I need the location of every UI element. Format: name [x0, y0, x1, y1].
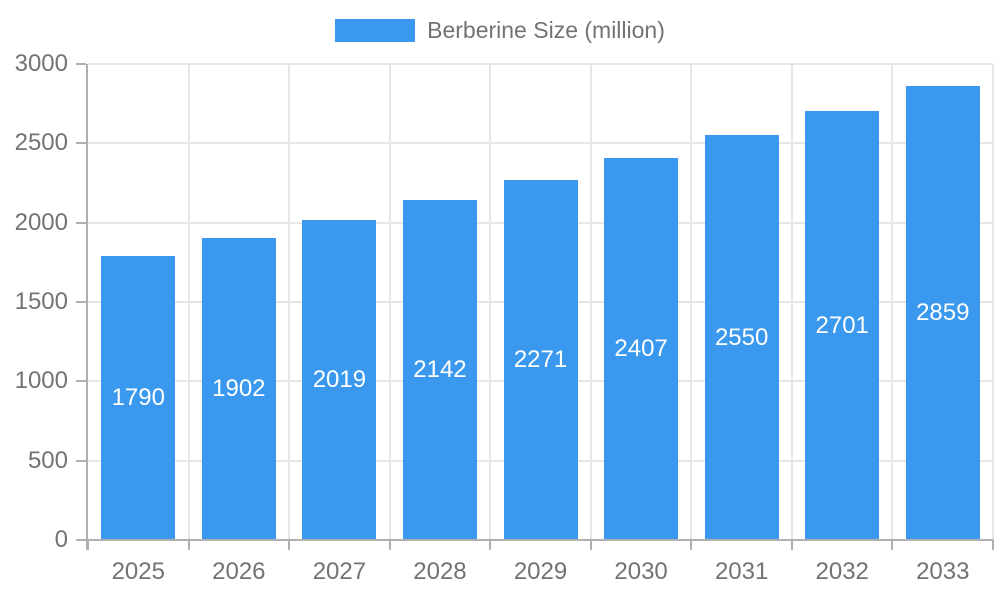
bar-value-label: 2550	[714, 323, 769, 351]
x-tick-label: 2025	[111, 558, 165, 585]
y-tick-label: 3000	[14, 50, 68, 77]
y-tick-label: 0	[54, 526, 68, 553]
bar-slot: 2859	[893, 64, 994, 540]
x-tick-label: 2030	[614, 558, 668, 585]
x-tick-label: 2028	[413, 558, 467, 585]
bar-value-label: 2859	[916, 299, 970, 327]
bar-value-label: 1902	[212, 375, 266, 403]
legend-swatch-icon	[335, 19, 416, 42]
v-gridline	[690, 64, 693, 540]
bar[interactable]: 1790	[101, 256, 176, 540]
plot-area: 1790 1902 2019 2142 2271 2407 2550 2701 2859	[76, 63, 994, 550]
v-gridline	[187, 64, 190, 540]
x-tick-mark	[187, 540, 190, 550]
x-tick-mark	[790, 540, 793, 550]
bar[interactable]: 2701	[805, 111, 880, 540]
h-gridline	[88, 63, 993, 65]
v-gridline	[489, 64, 492, 540]
bar[interactable]: 2271	[503, 179, 578, 540]
x-tick-mark	[992, 540, 994, 550]
x-tick-mark	[891, 540, 894, 550]
v-gridline	[891, 64, 894, 540]
y-tick-mark	[76, 142, 86, 145]
x-axis-line	[86, 539, 993, 541]
x-tick-label: 2031	[714, 558, 769, 585]
bar-slot: 1902	[189, 64, 290, 540]
x-tick-mark	[690, 540, 693, 550]
x-tick-mark	[489, 540, 492, 550]
bar-value-label: 2407	[614, 335, 668, 363]
x-tick-mark	[87, 540, 89, 550]
y-tick-label: 1500	[14, 288, 68, 315]
y-tick-label: 1000	[14, 367, 68, 395]
y-axis-line	[86, 64, 88, 550]
v-gridline	[288, 64, 291, 540]
y-tick-mark	[76, 221, 86, 224]
bar-value-label: 1790	[111, 384, 165, 411]
bar-slot: 2271	[490, 64, 591, 540]
x-tick-label: 2032	[815, 558, 869, 585]
x-tick-label: 2029	[513, 558, 568, 585]
bars: 1790 1902 2019 2142 2271 2407 2550 2701 2859	[88, 64, 993, 540]
x-tick-label: 2027	[312, 558, 367, 585]
y-tick-mark	[76, 63, 86, 65]
bar-value-label: 2701	[815, 311, 869, 339]
bar-slot: 2550	[691, 64, 792, 540]
bar-value-label: 2271	[513, 345, 568, 373]
bar[interactable]: 2859	[905, 86, 980, 540]
h-gridline	[88, 142, 993, 145]
y-tick-mark	[76, 301, 86, 303]
bar-slot: 2407	[591, 64, 692, 540]
chart-legend[interactable]: Berberine Size (million)	[0, 17, 1000, 44]
bar-slot: 2142	[390, 64, 491, 540]
y-tick-label: 500	[27, 446, 68, 474]
y-tick-label: 2000	[14, 208, 68, 236]
v-gridline	[790, 64, 793, 540]
v-gridline	[992, 64, 994, 540]
x-tick-mark	[388, 540, 391, 550]
x-axis: 2025 2026 2027 2028 2029 2030 2031 2032 2033	[88, 558, 993, 586]
y-tick-mark	[76, 380, 86, 383]
bar[interactable]: 2142	[402, 200, 477, 540]
bar[interactable]: 1902	[201, 238, 276, 540]
y-tick-mark	[76, 459, 86, 462]
bar-slot: 2701	[792, 64, 893, 540]
legend-label: Berberine Size (million)	[427, 17, 665, 43]
x-tick-label: 2033	[916, 558, 970, 585]
x-tick-label: 2026	[212, 558, 266, 585]
y-tick-mark	[76, 539, 86, 541]
y-tick-label: 2500	[14, 129, 68, 157]
bar-value-label: 2019	[312, 365, 367, 393]
bar[interactable]: 2407	[604, 158, 679, 540]
v-gridline	[388, 64, 391, 540]
bar[interactable]: 2550	[704, 135, 779, 540]
bar-slot: 2019	[289, 64, 390, 540]
bar-slot: 1790	[88, 64, 189, 540]
y-axis: 0 500 1000 1500 2000 2500 3000	[0, 50, 68, 553]
v-gridline	[589, 64, 592, 540]
bar[interactable]: 2019	[302, 219, 377, 540]
x-tick-mark	[288, 540, 291, 550]
bar-value-label: 2142	[413, 356, 467, 384]
x-tick-mark	[589, 540, 592, 550]
